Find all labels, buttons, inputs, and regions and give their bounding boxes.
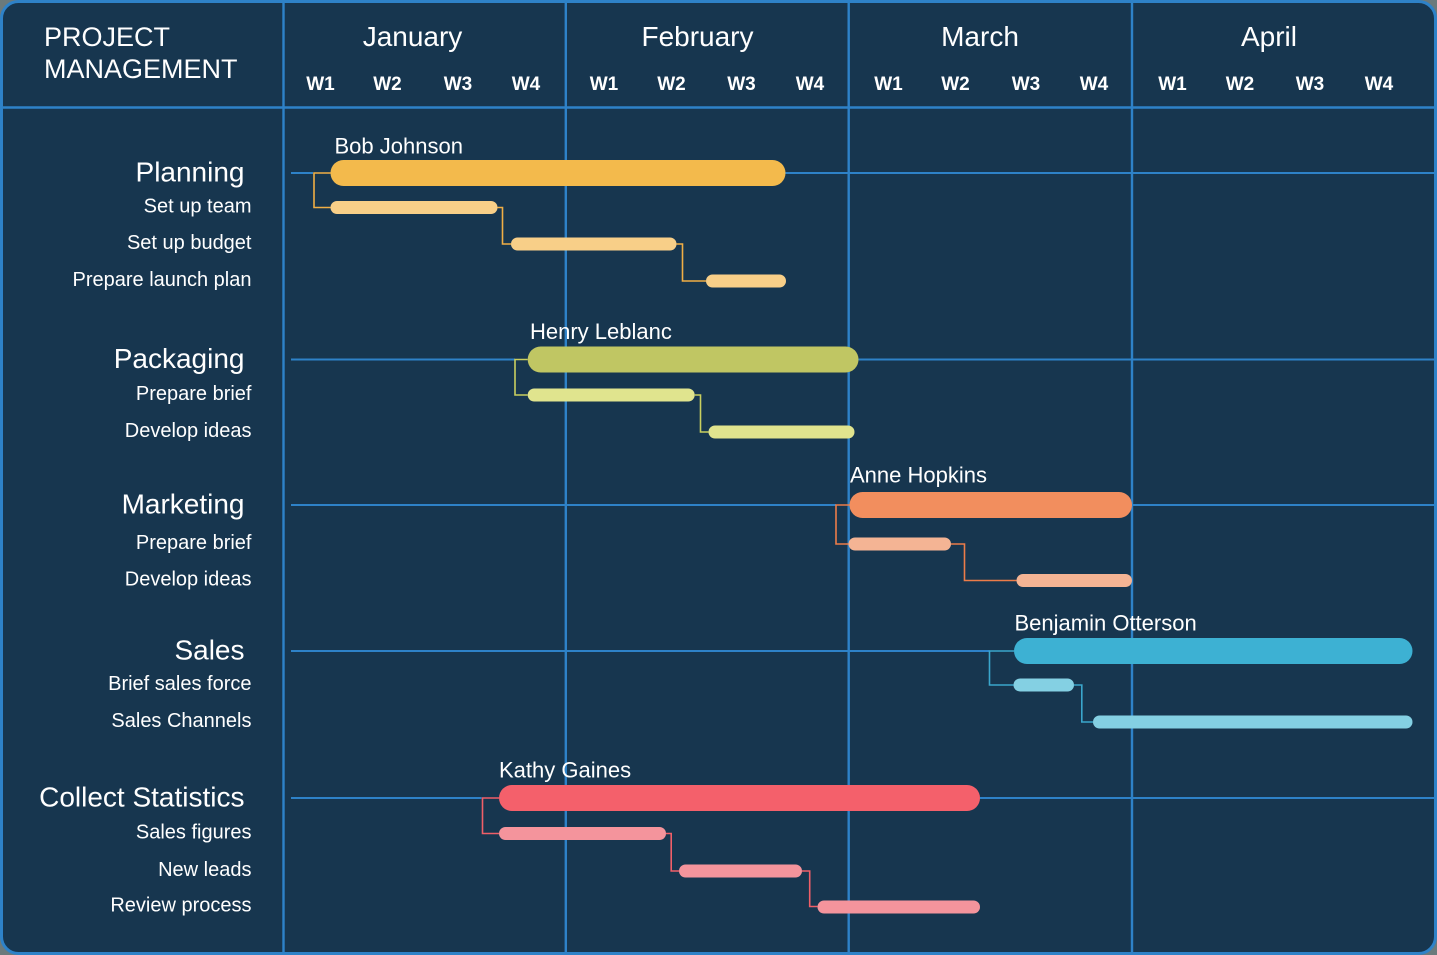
svg-text:W4: W4 [1365,74,1394,95]
svg-text:W2: W2 [657,74,686,95]
svg-text:Collect Statistics: Collect Statistics [39,782,244,813]
svg-text:MANAGEMENT: MANAGEMENT [44,54,238,84]
svg-text:W1: W1 [590,74,619,95]
svg-text:Anne Hopkins: Anne Hopkins [850,463,987,488]
svg-text:Bob Johnson: Bob Johnson [335,134,463,159]
svg-text:Develop ideas: Develop ideas [125,420,252,442]
svg-text:Benjamin Otterson: Benjamin Otterson [1015,611,1197,636]
svg-text:W1: W1 [874,74,903,95]
svg-text:Sales Channels: Sales Channels [111,710,251,732]
svg-text:Develop ideas: Develop ideas [125,569,252,591]
svg-text:W2: W2 [941,74,970,95]
svg-text:Marketing: Marketing [122,489,245,520]
svg-text:W3: W3 [1296,74,1325,95]
svg-text:Set up team: Set up team [144,196,252,218]
svg-text:Set up budget: Set up budget [127,232,252,254]
svg-text:March: March [941,21,1019,52]
svg-text:W4: W4 [796,74,825,95]
svg-text:New leads: New leads [158,859,251,881]
svg-text:Brief sales force: Brief sales force [108,673,251,695]
svg-text:Review process: Review process [110,895,251,917]
svg-text:Prepare brief: Prepare brief [136,532,252,554]
svg-text:W3: W3 [444,74,473,95]
svg-text:April: April [1241,21,1297,52]
svg-text:Sales figures: Sales figures [136,822,252,844]
svg-text:Kathy Gaines: Kathy Gaines [499,758,631,783]
svg-text:Prepare launch plan: Prepare launch plan [72,269,251,291]
svg-text:W2: W2 [1226,74,1255,95]
svg-text:PROJECT: PROJECT [44,22,170,52]
svg-text:W3: W3 [1012,74,1041,95]
svg-text:Planning: Planning [136,157,245,188]
svg-text:W2: W2 [373,74,402,95]
svg-text:January: January [363,21,463,52]
svg-text:Packaging: Packaging [114,343,245,374]
svg-text:Sales: Sales [174,635,244,666]
svg-text:Prepare brief: Prepare brief [136,383,252,405]
svg-text:W1: W1 [306,74,335,95]
svg-text:February: February [641,21,753,52]
svg-text:W3: W3 [727,74,756,95]
svg-text:W4: W4 [1080,74,1109,95]
svg-text:W1: W1 [1158,74,1187,95]
svg-text:Henry Leblanc: Henry Leblanc [530,319,672,344]
svg-text:W4: W4 [512,74,541,95]
